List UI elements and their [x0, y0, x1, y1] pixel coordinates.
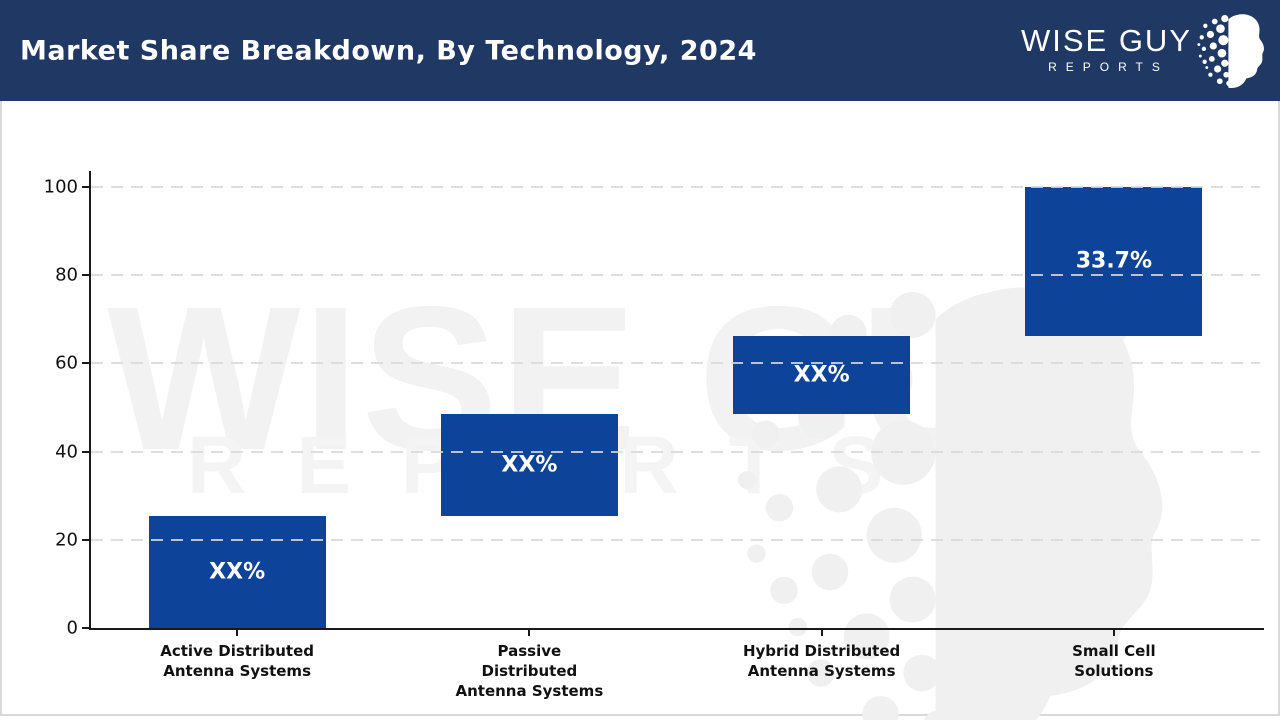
brand-logo: WISE GUY REPORTS	[1020, 0, 1270, 101]
y-tick-label: 100	[43, 176, 78, 198]
y-tick	[82, 450, 89, 453]
x-tick	[820, 630, 823, 636]
x-category-label: Small Cell Solutions	[1072, 642, 1156, 680]
bar-value-label: 33.7%	[1075, 248, 1153, 274]
bar-value-label: XX%	[501, 452, 558, 478]
x-category-label: Passive Distributed Antenna Systems	[455, 642, 604, 700]
y-gridline	[91, 538, 1260, 541]
x-tick	[236, 630, 239, 636]
y-gridline	[91, 450, 1260, 453]
bar	[733, 335, 911, 415]
y-tick	[82, 274, 89, 277]
y-tick-label: 40	[55, 441, 78, 463]
y-gridline	[91, 274, 1260, 277]
bar-value-label: XX%	[793, 362, 850, 388]
y-tick-label: 0	[66, 617, 78, 639]
logo-wordmark: WISE GUY	[1020, 23, 1192, 58]
y-tick	[82, 538, 89, 541]
y-gridline	[91, 186, 1260, 188]
y-tick-label: 20	[55, 529, 78, 551]
bar	[440, 414, 618, 516]
header-bar: Market Share Breakdown, By Technology, 2…	[0, 0, 1280, 101]
y-axis-line	[89, 171, 91, 630]
x-category-label: Active Distributed Antenna Systems	[160, 642, 314, 680]
y-tick-label: 60	[55, 352, 78, 374]
brand-logo-text: WISE GUY REPORTS	[1020, 23, 1192, 75]
y-gridline	[91, 362, 1260, 365]
y-tick	[82, 627, 89, 629]
x-category-label: Hybrid Distributed Antenna Systems	[742, 642, 901, 680]
bar	[148, 515, 326, 628]
x-axis-line	[89, 628, 1264, 630]
x-tick	[1112, 630, 1115, 636]
plot: 0 20 40 60 80 100 XX% Active Distributed Antenn…	[2, 101, 1278, 714]
logo-subtext: REPORTS	[1048, 60, 1169, 74]
page-title: Market Share Breakdown, By Technology, 2…	[20, 35, 757, 66]
y-tick-label: 80	[55, 264, 78, 286]
y-tick	[82, 186, 89, 188]
y-tick	[82, 362, 89, 365]
x-tick	[528, 630, 531, 636]
logo-head-icon	[1197, 14, 1264, 89]
bar	[1025, 187, 1203, 336]
bar-value-label: XX%	[209, 559, 266, 585]
